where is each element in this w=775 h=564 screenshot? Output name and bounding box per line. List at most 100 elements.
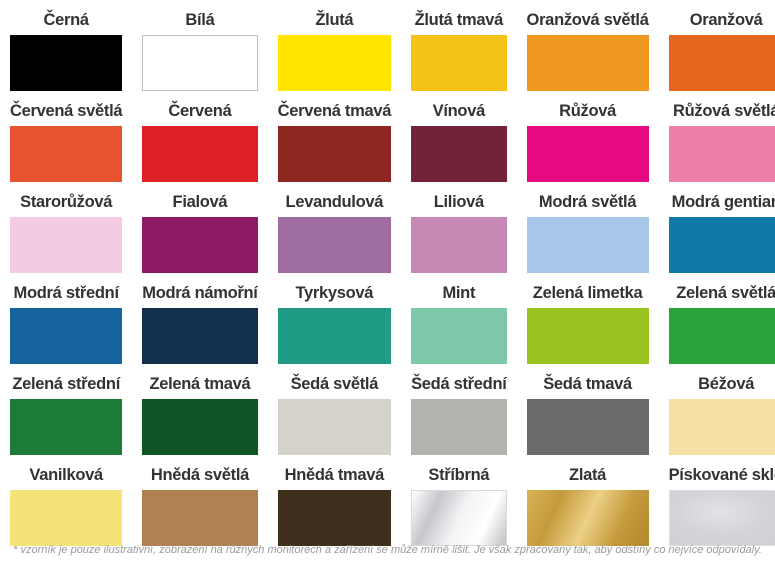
disclaimer-note: * vzorník je pouze ilustrativní, zobraze… [13,544,762,556]
color-swatch-cell: Pískované sklo [668,457,775,546]
color-swatch-cell: Žlutá tmavá [411,2,507,91]
color-name-label: Hnědá tmavá [284,466,385,484]
color-swatch [10,35,123,91]
color-name-label: Žlutá [315,11,354,29]
color-name-label: Starorůžová [20,193,113,211]
color-name-label: Červená [168,102,232,120]
color-name-label: Žlutá tmavá [414,11,504,29]
color-swatch [411,126,507,182]
color-name-label: Růžová [559,102,616,120]
color-swatch-cell: Modrá gentian [668,184,775,273]
color-swatch [142,490,258,546]
color-swatch-cell: Červená světlá [10,93,123,182]
color-swatch [526,490,649,546]
color-name-label: Červená tmavá [277,102,392,120]
color-swatch-cell: Červená tmavá [277,93,392,182]
color-name-label: Modrá střední [13,284,120,302]
color-name-label: Vanilková [29,466,103,484]
color-swatch-cell: Modrá světlá [526,184,649,273]
color-name-label: Bílá [185,11,215,29]
color-swatch-cell: Vanilková [10,457,123,546]
color-swatch-cell: Fialová [142,184,258,273]
color-name-label: Mint [442,284,476,302]
color-name-label: Růžová světlá [673,102,775,120]
color-swatch [526,35,649,91]
color-swatch-cell: Liliová [411,184,507,273]
color-swatch [277,126,392,182]
color-swatch-cell: Oranžová [668,2,775,91]
color-name-label: Červená světlá [10,102,123,120]
color-swatch-cell: Šedá střední [411,366,507,455]
color-swatch [526,399,649,455]
color-swatch [668,308,775,364]
color-name-label: Zelená tmavá [149,375,251,393]
color-swatch-cell: Zelená střední [10,366,123,455]
color-swatch-cell: Červená [142,93,258,182]
color-name-label: Pískované sklo [668,466,775,484]
color-swatch-cell: Béžová [668,366,775,455]
color-swatch [10,217,123,273]
color-swatch-cell: Levandulová [277,184,392,273]
color-name-label: Zlatá [569,466,607,484]
color-swatch [668,490,775,546]
color-swatch [411,308,507,364]
color-swatch [411,35,507,91]
color-name-label: Černá [43,11,90,29]
color-swatch-cell: Hnědá tmavá [277,457,392,546]
color-swatch-cell: Bílá [142,2,258,91]
color-swatch [277,217,392,273]
color-swatch-cell: Růžová světlá [668,93,775,182]
color-name-label: Stříbrná [428,466,490,484]
color-name-label: Oranžová [689,11,763,29]
color-swatch [526,217,649,273]
color-name-label: Fialová [172,193,228,211]
color-name-label: Béžová [698,375,755,393]
color-swatch [411,217,507,273]
color-swatch [277,399,392,455]
color-name-label: Hnědá světlá [150,466,250,484]
color-swatch-cell: Zelená tmavá [142,366,258,455]
color-swatch [142,126,258,182]
color-swatch [142,399,258,455]
color-swatch-cell: Šedá světlá [277,366,392,455]
color-grid: Černá Bílá Žlutá Žlutá tmavá Oranžová sv… [10,2,775,546]
color-name-label: Zelená světlá [676,284,775,302]
color-name-label: Zelená střední [12,375,120,393]
color-name-label: Šedá světlá [290,375,379,393]
color-swatch-cell: Oranžová světlá [526,2,649,91]
color-swatch [142,308,258,364]
color-swatch-cell: Hnědá světlá [142,457,258,546]
color-swatch-cell: Starorůžová [10,184,123,273]
color-swatch [10,126,123,182]
color-swatch [142,35,258,91]
color-name-label: Liliová [433,193,484,211]
color-swatch-cell: Žlutá [277,2,392,91]
color-swatch [277,490,392,546]
color-swatch [10,490,123,546]
color-swatch [526,126,649,182]
color-swatch [277,35,392,91]
color-swatch [668,35,775,91]
color-swatch [411,490,507,546]
color-swatch-cell: Zlatá [526,457,649,546]
color-swatch-cell: Zelená limetka [526,275,649,364]
color-swatch-cell: Černá [10,2,123,91]
color-name-label: Modrá gentian [671,193,775,211]
color-swatch [142,217,258,273]
color-swatch [668,217,775,273]
color-swatch-cell: Růžová [526,93,649,182]
color-swatch [526,308,649,364]
color-swatch-cell: Tyrkysová [277,275,392,364]
color-swatch-cell: Modrá námořní [142,275,258,364]
color-swatch-cell: Modrá střední [10,275,123,364]
color-swatch-cell: Vínová [411,93,507,182]
color-swatch-cell: Mint [411,275,507,364]
color-swatch [277,308,392,364]
color-swatch [10,399,123,455]
color-name-label: Šedá střední [411,375,507,393]
color-swatch-cell: Zelená světlá [668,275,775,364]
color-swatch-cell: Šedá tmavá [526,366,649,455]
color-swatch-cell: Stříbrná [411,457,507,546]
color-name-label: Vínová [432,102,486,120]
color-swatch [10,308,123,364]
